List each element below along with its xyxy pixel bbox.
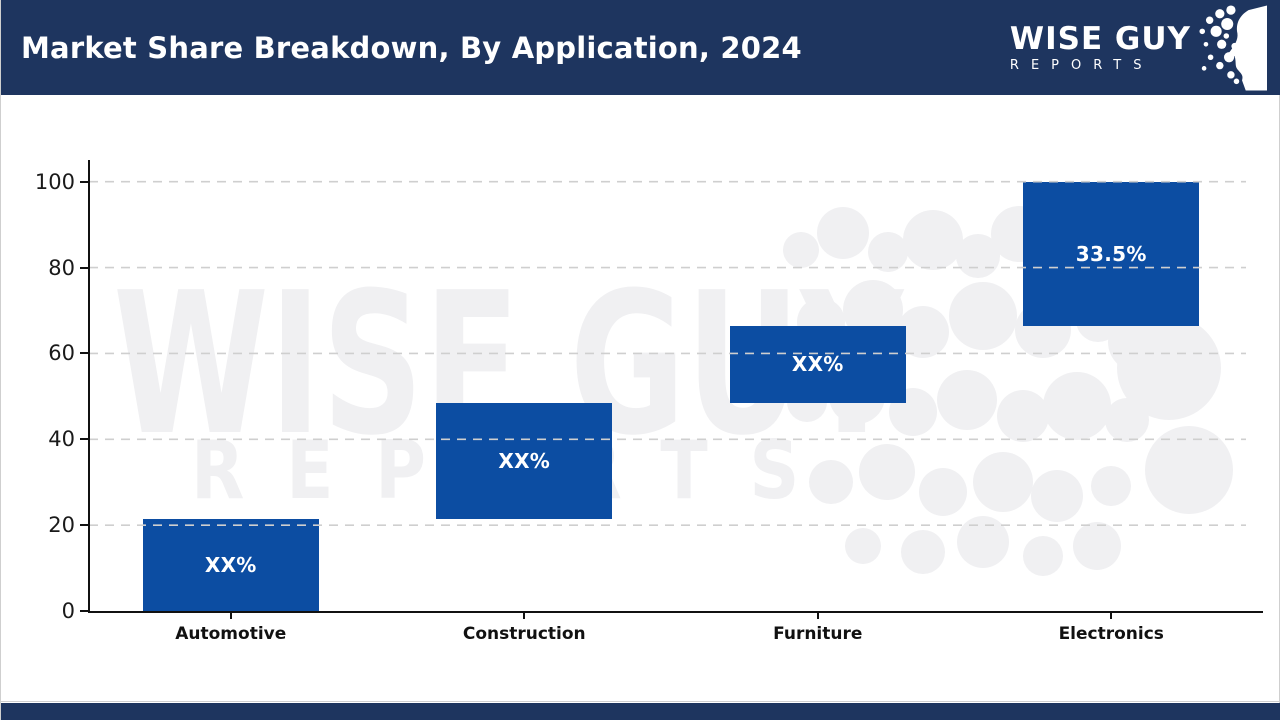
wiseguy-logo: WISE GUY REPORTS — [1009, 4, 1267, 91]
wiseguy-logo-subtitle: REPORTS — [1009, 57, 1154, 73]
x-category-label-construction: Construction — [462, 624, 586, 644]
watermark-dot — [1023, 536, 1063, 576]
watermark-reports-text: REPORTS — [191, 424, 841, 517]
x-axis — [88, 611, 1263, 613]
watermark-dot — [973, 452, 1033, 512]
bar-furniture: XX% — [729, 325, 906, 403]
watermark-dot — [787, 382, 827, 422]
y-tick-label-60: 60 — [48, 341, 75, 366]
x-tickmark — [523, 612, 526, 619]
watermark-dot — [903, 210, 963, 270]
watermark-wiseguy-text: WISE GUY — [113, 251, 904, 479]
watermark-dot — [1105, 398, 1149, 442]
x-category-label-electronics: Electronics — [1058, 624, 1164, 644]
x-tickmark — [816, 612, 819, 619]
watermark-dot — [1145, 426, 1233, 514]
y-tick-label-80: 80 — [48, 255, 75, 280]
wiseguy-logo-text: WISE GUY REPORTS — [1009, 20, 1191, 73]
watermark-dot — [1015, 302, 1071, 358]
bar-electronics: 33.5% — [1023, 181, 1200, 326]
watermark-dot — [991, 206, 1047, 262]
y-tick-label-0: 0 — [61, 599, 75, 623]
watermark-dot — [1084, 220, 1132, 268]
watermark-dot — [937, 370, 997, 430]
y-axis — [88, 160, 90, 613]
watermark-dot — [783, 232, 819, 268]
wiseguy-logo-face-icon — [1199, 4, 1267, 91]
y-tickmark — [80, 352, 88, 355]
header: Market Share Breakdown, By Application, … — [1, 0, 1280, 95]
bar-value-label: XX% — [791, 352, 844, 377]
y-tickmark — [80, 438, 88, 441]
watermark-dots-pattern — [783, 206, 1233, 576]
y-tick-label-20: 20 — [48, 513, 75, 538]
watermark-dot — [997, 390, 1049, 442]
watermark-dot — [1117, 316, 1221, 420]
x-category-label-automotive: Automotive — [175, 624, 287, 644]
x-tickmark — [1110, 612, 1113, 619]
bottom-divider — [1, 701, 1280, 702]
watermark-dot — [845, 528, 881, 564]
page-title: Market Share Breakdown, By Application, … — [21, 30, 802, 65]
y-tickmark — [80, 524, 88, 527]
watermark-dot — [868, 232, 908, 272]
y-tickmark — [80, 266, 88, 269]
x-tickmark — [229, 612, 232, 619]
watermark-dot — [889, 388, 937, 436]
watermark-dot — [817, 207, 869, 259]
watermark-dot — [949, 282, 1017, 350]
watermark-dot — [1073, 522, 1121, 570]
watermark-dot — [1029, 218, 1097, 286]
watermark-dot — [919, 468, 967, 516]
watermark-dot — [1076, 298, 1120, 342]
watermark-dot — [956, 234, 1000, 278]
footer-band — [1, 703, 1280, 720]
watermark-dot — [809, 460, 853, 504]
watermark-dot — [1031, 470, 1083, 522]
watermark-dot — [957, 516, 1009, 568]
bar-value-label: XX% — [204, 552, 257, 577]
watermark-dot — [859, 444, 915, 500]
bar-value-label: XX% — [498, 448, 551, 473]
bar-automotive: XX% — [142, 518, 319, 611]
bar-construction: XX% — [436, 402, 613, 519]
watermark-dot — [1108, 312, 1168, 372]
watermark-dot — [843, 280, 903, 340]
watermark-dot — [1130, 244, 1166, 280]
watermark-dot — [901, 530, 945, 574]
watermark-dot — [1043, 372, 1111, 440]
watermark-dot — [797, 298, 845, 346]
watermark-dot — [1091, 466, 1131, 506]
y-tickmark — [80, 610, 88, 612]
bar-value-label: 33.5% — [1075, 241, 1147, 266]
x-category-label-furniture: Furniture — [773, 624, 863, 644]
watermark-dot — [897, 306, 949, 358]
wiseguy-logo-name: WISE GUY — [1009, 20, 1191, 57]
y-tickmark — [80, 180, 88, 183]
watermark-dot — [829, 368, 885, 424]
y-tick-label-40: 40 — [48, 427, 75, 452]
y-tick-label-100: 100 — [34, 169, 75, 194]
